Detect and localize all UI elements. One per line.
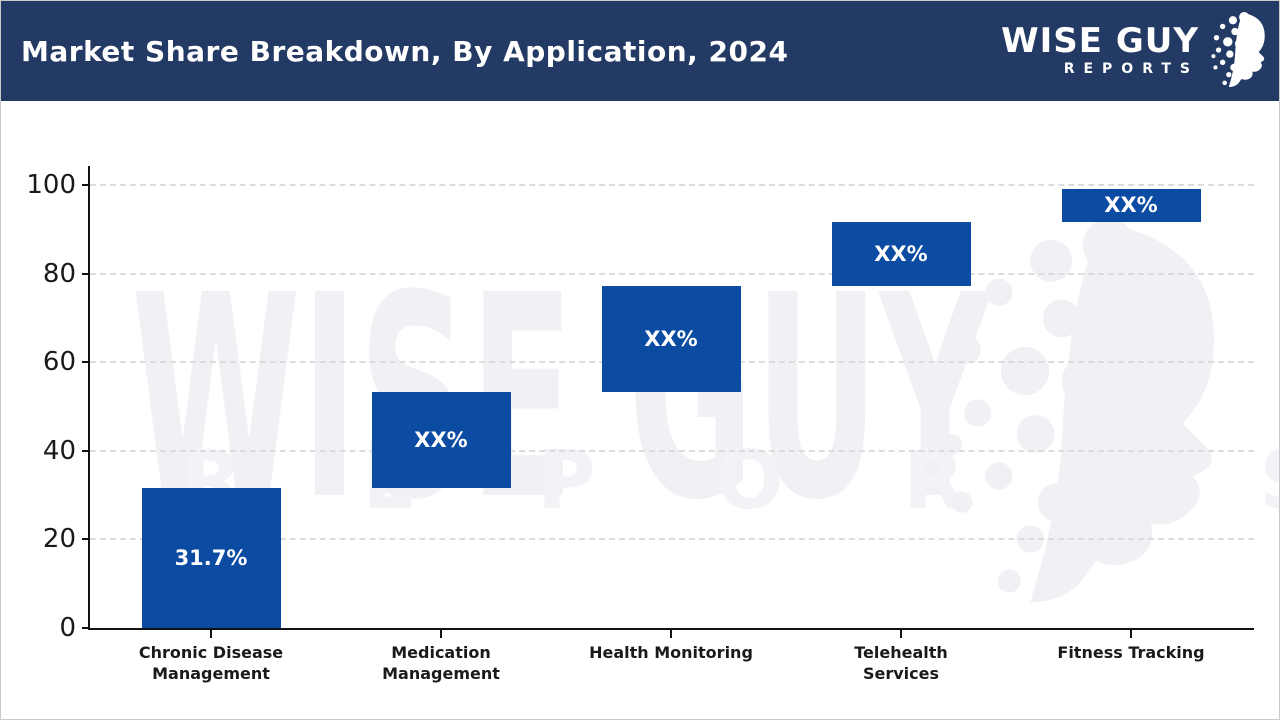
y-tick-mark: [82, 361, 90, 364]
gridline: [90, 184, 1254, 186]
bar-value-label: XX%: [414, 427, 468, 452]
y-tick-mark: [82, 538, 90, 541]
x-category-label: Medication Management: [382, 643, 500, 683]
y-tick-mark: [82, 627, 90, 629]
x-category-label: Telehealth Services: [854, 643, 948, 683]
bar-value-label: 31.7%: [174, 545, 248, 570]
bar: XX%: [831, 222, 971, 286]
x-tick-mark: [670, 630, 672, 638]
x-category-label: Chronic Disease Management: [138, 643, 284, 683]
y-tick-label: 100: [26, 170, 76, 200]
y-tick-mark: [82, 449, 90, 452]
y-tick-mark: [82, 272, 90, 275]
header-bar: Market Share Breakdown, By Application, …: [1, 1, 1279, 101]
page-title: Market Share Breakdown, By Application, …: [21, 34, 789, 68]
y-tick-label: 60: [42, 347, 76, 378]
y-tick-label: 40: [42, 435, 76, 466]
bar-value-label: XX%: [644, 327, 698, 352]
bar-value-label: XX%: [874, 242, 928, 267]
x-axis-spine: [88, 628, 1254, 630]
logo: WISE GUY REPORTS: [1001, 11, 1269, 89]
logo-text: WISE GUY REPORTS: [1001, 23, 1199, 77]
x-tick-mark: [900, 630, 902, 638]
bar: 31.7%: [141, 487, 281, 628]
bar: XX%: [371, 392, 511, 488]
y-tick-label: 20: [42, 524, 76, 555]
x-tick-mark: [1130, 630, 1132, 638]
bar: XX%: [1061, 188, 1201, 223]
gridline: [90, 449, 1254, 452]
logo-head-icon: [1203, 11, 1269, 89]
logo-subtitle: REPORTS: [1063, 61, 1199, 77]
x-tick-mark: [210, 630, 212, 638]
x-category-label: Fitness Tracking: [1057, 643, 1205, 662]
x-category-label: Health Monitoring: [589, 643, 753, 662]
gridline: [90, 538, 1254, 541]
bar: XX%: [601, 286, 741, 393]
y-axis-spine: [88, 166, 90, 630]
logo-wordmark: WISE GUY: [1001, 21, 1199, 61]
x-tick-mark: [440, 630, 442, 638]
bar-value-label: XX%: [1104, 193, 1158, 218]
gridline: [90, 272, 1254, 275]
y-tick-mark: [82, 184, 90, 186]
y-tick-label: 80: [42, 258, 76, 289]
y-tick-label: 0: [59, 613, 76, 643]
